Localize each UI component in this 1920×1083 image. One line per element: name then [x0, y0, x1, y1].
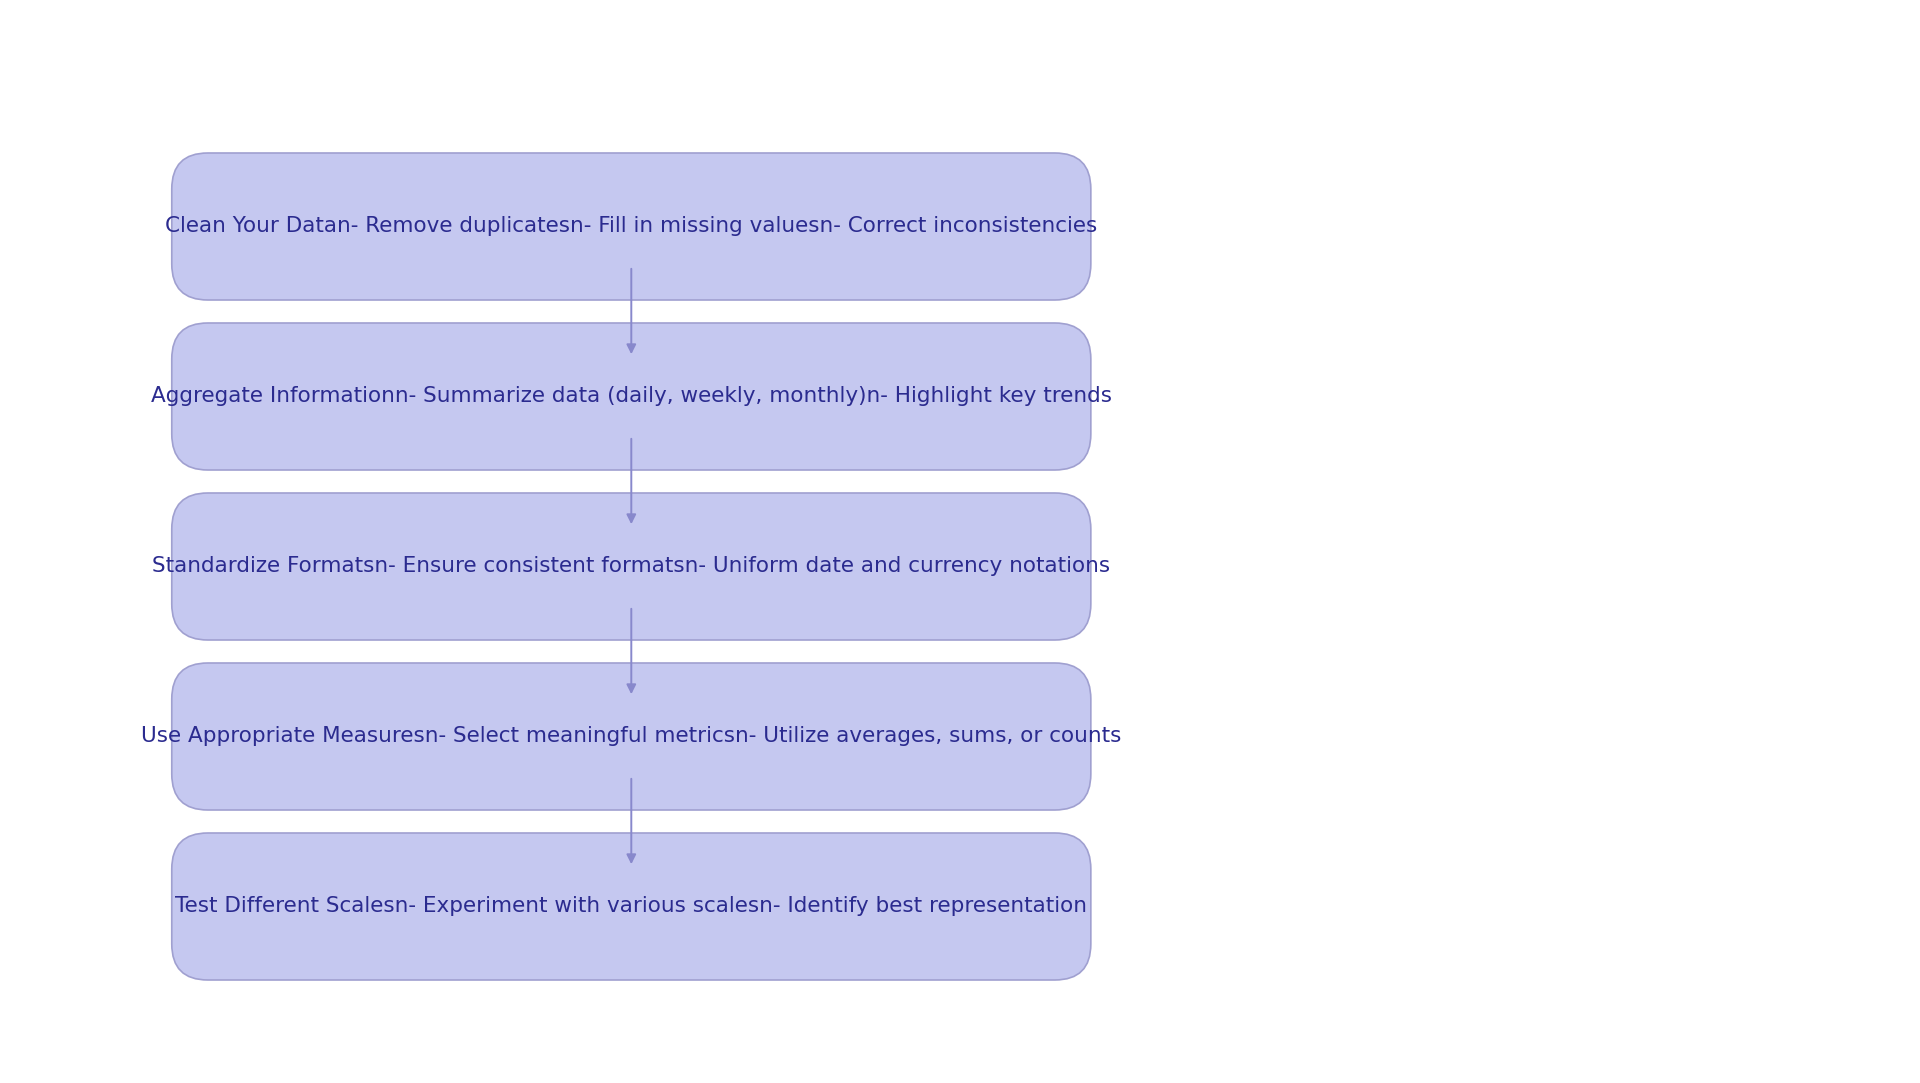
Text: Standardize Formatsn- Ensure consistent formatsn- Uniform date and currency nota: Standardize Formatsn- Ensure consistent … [152, 557, 1110, 576]
Text: Use Appropriate Measuresn- Select meaningful metricsn- Utilize averages, sums, o: Use Appropriate Measuresn- Select meanin… [140, 727, 1121, 746]
FancyBboxPatch shape [171, 323, 1091, 470]
Text: Aggregate Informationn- Summarize data (daily, weekly, monthly)n- Highlight key : Aggregate Informationn- Summarize data (… [152, 387, 1112, 406]
Text: Test Different Scalesn- Experiment with various scalesn- Identify best represent: Test Different Scalesn- Experiment with … [175, 897, 1087, 916]
Text: Clean Your Datan- Remove duplicatesn- Fill in missing valuesn- Correct inconsist: Clean Your Datan- Remove duplicatesn- Fi… [165, 217, 1098, 236]
FancyBboxPatch shape [171, 153, 1091, 300]
FancyBboxPatch shape [171, 493, 1091, 640]
FancyBboxPatch shape [171, 833, 1091, 980]
FancyBboxPatch shape [171, 663, 1091, 810]
